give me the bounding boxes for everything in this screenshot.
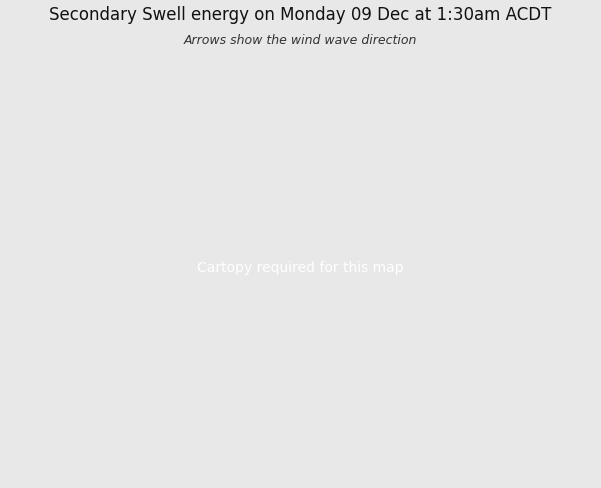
Text: Cartopy required for this map: Cartopy required for this map [197, 262, 404, 275]
Text: Secondary Swell energy on Monday 09 Dec at 1:30am ACDT: Secondary Swell energy on Monday 09 Dec … [49, 6, 552, 24]
Text: Arrows show the wind wave direction: Arrows show the wind wave direction [184, 35, 417, 47]
